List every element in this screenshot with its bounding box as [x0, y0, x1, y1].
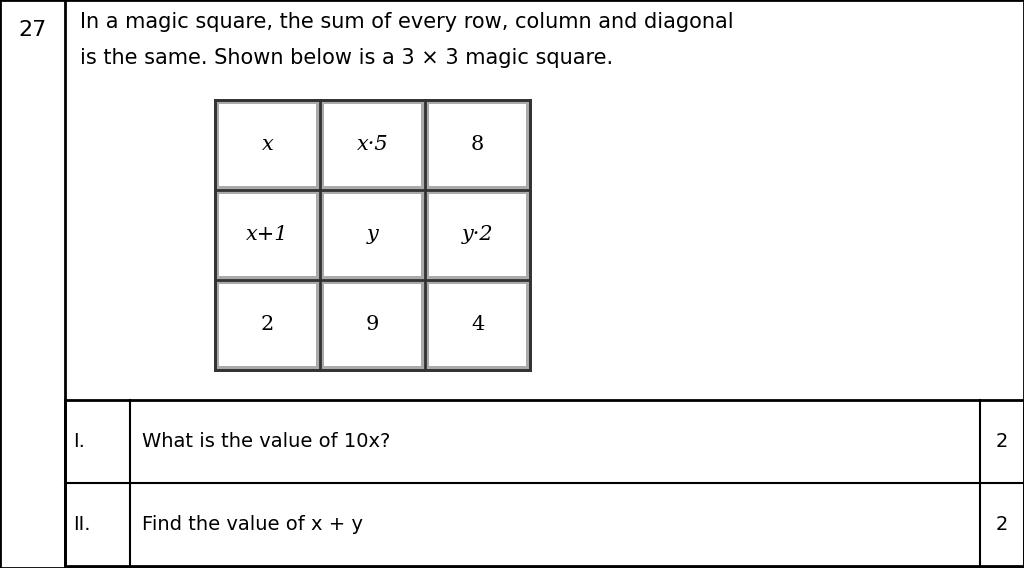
Text: x: x: [261, 136, 273, 154]
Text: x·5: x·5: [356, 136, 388, 154]
Bar: [219, 284, 316, 366]
Text: 2: 2: [995, 515, 1009, 534]
Bar: [429, 284, 526, 366]
Bar: [324, 104, 421, 186]
Bar: [324, 194, 421, 276]
Bar: [219, 194, 316, 276]
Text: Find the value of x + y: Find the value of x + y: [142, 515, 362, 534]
Text: What is the value of 10x?: What is the value of 10x?: [142, 432, 390, 451]
Text: 2: 2: [261, 315, 274, 335]
Bar: [219, 104, 316, 186]
Bar: [324, 284, 421, 366]
Text: I.: I.: [73, 432, 85, 451]
Text: 4: 4: [471, 315, 484, 335]
Bar: [65, 400, 1024, 566]
Text: In a magic square, the sum of every row, column and diagonal: In a magic square, the sum of every row,…: [80, 12, 733, 32]
Bar: [429, 194, 526, 276]
Text: 2: 2: [995, 432, 1009, 451]
Text: 8: 8: [471, 136, 484, 154]
Bar: [215, 100, 530, 370]
Bar: [429, 104, 526, 186]
Text: is the same. Shown below is a 3 × 3 magic square.: is the same. Shown below is a 3 × 3 magi…: [80, 48, 613, 68]
Text: y·2: y·2: [462, 225, 494, 244]
Text: y: y: [367, 225, 379, 244]
Text: II.: II.: [73, 515, 90, 534]
Text: 9: 9: [366, 315, 379, 335]
Text: x+1: x+1: [246, 225, 289, 244]
Text: 27: 27: [18, 20, 47, 40]
